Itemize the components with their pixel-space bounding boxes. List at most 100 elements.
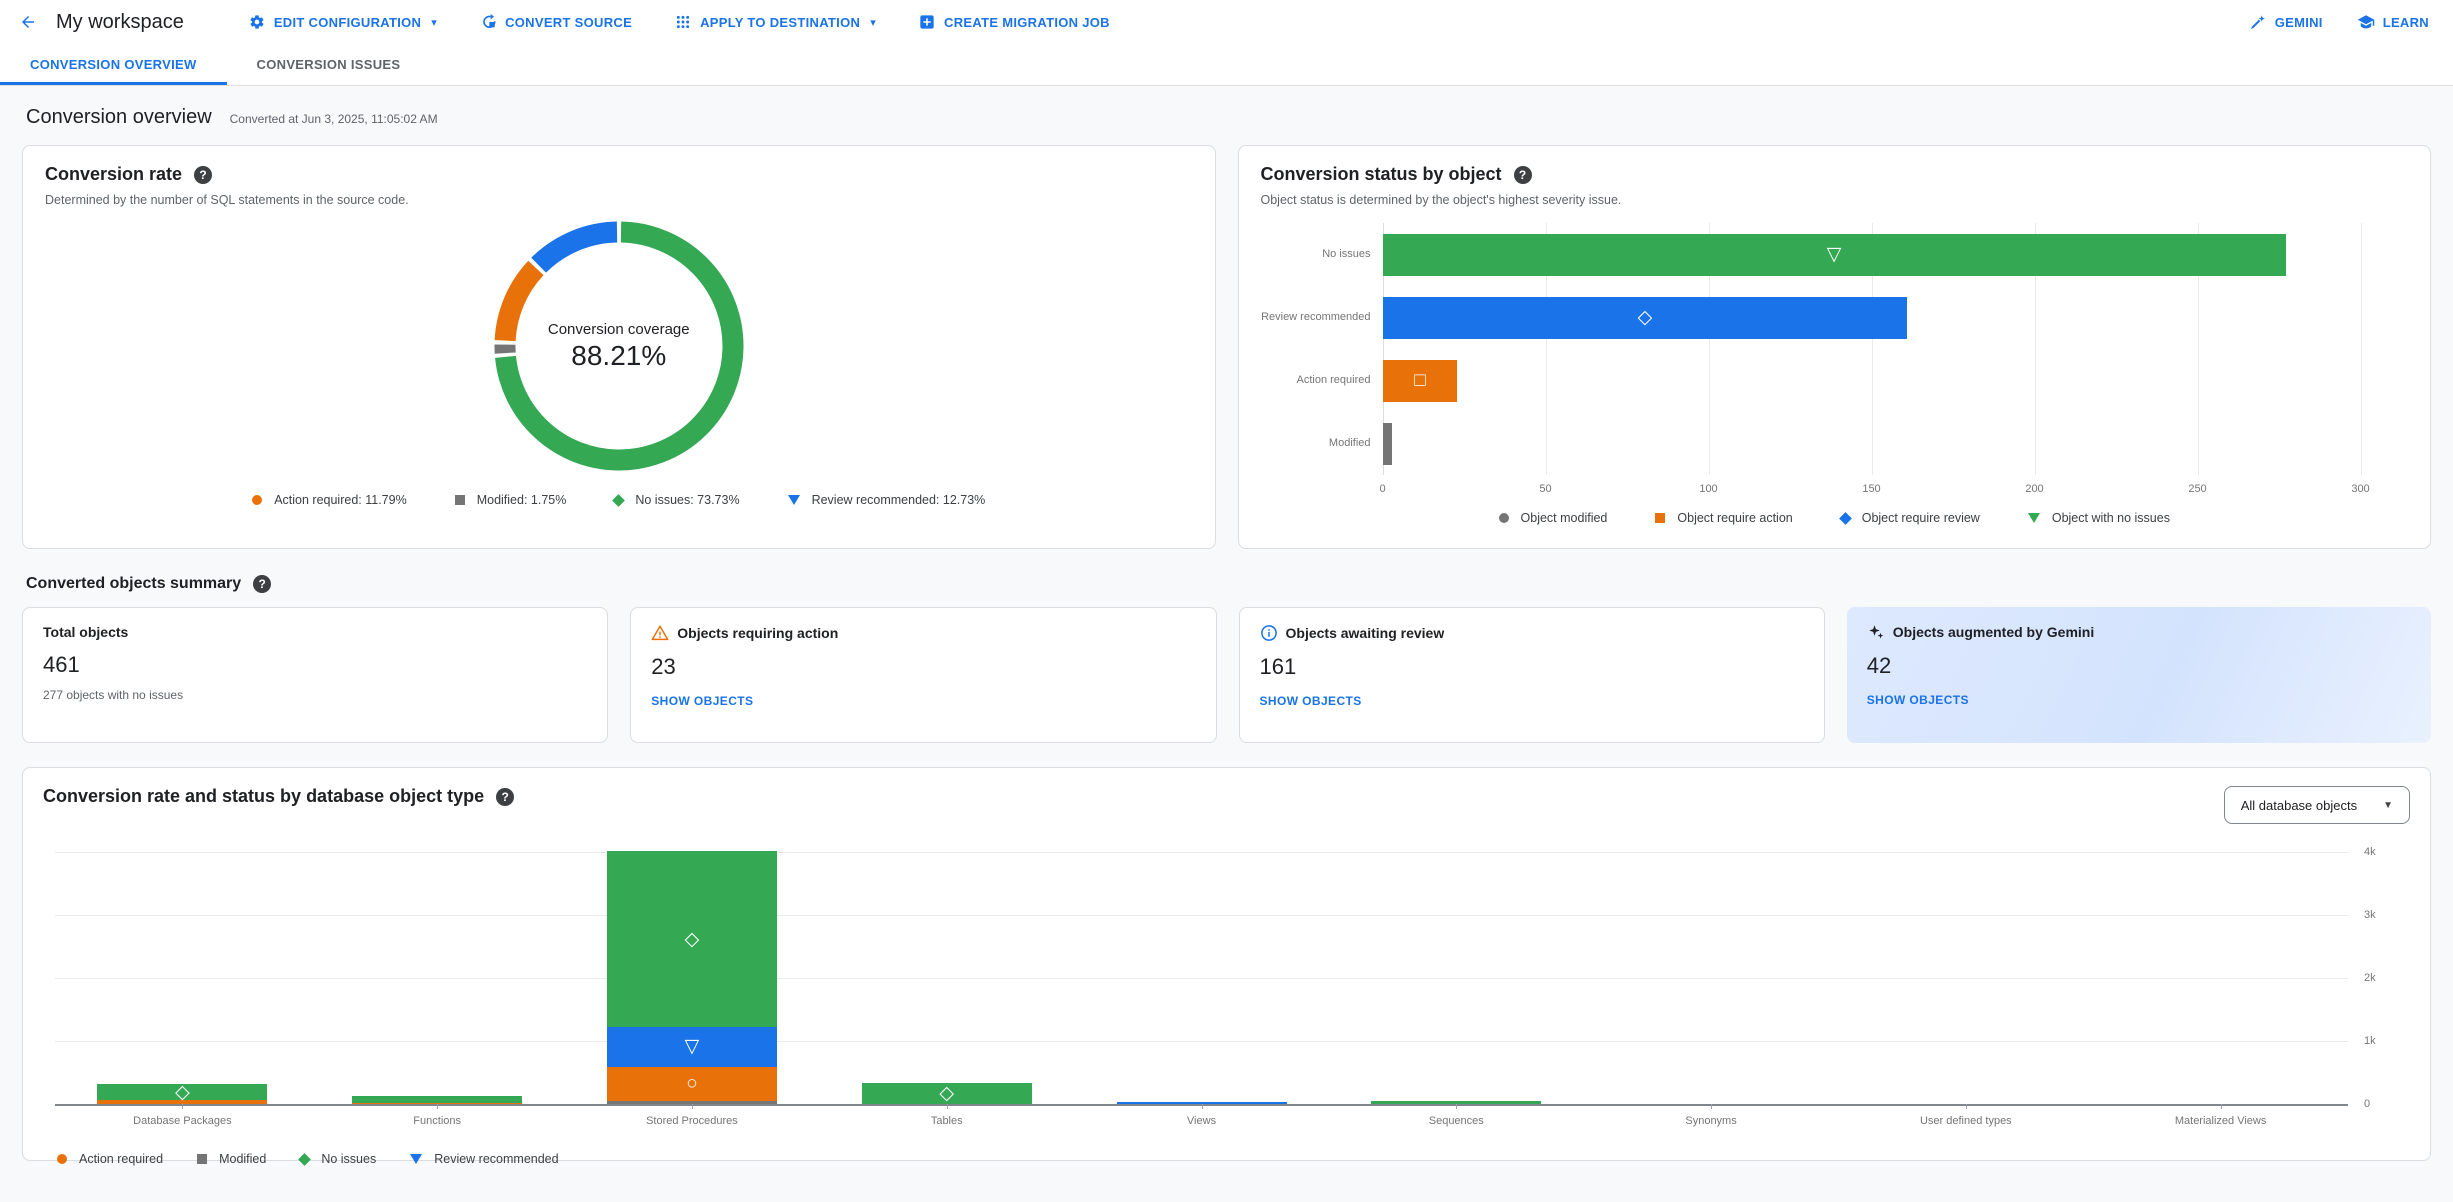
toolbar: EDIT CONFIGURATION ▾ CONVERT SOURCE APPL… — [248, 13, 1110, 31]
convert-source-label: CONVERT SOURCE — [505, 14, 633, 30]
total-objects-subtitle: 277 objects with no issues — [43, 688, 184, 702]
donut-slice-review-recommended — [494, 221, 744, 471]
triangle-down-legend-icon — [410, 1154, 423, 1164]
back-button[interactable] — [10, 4, 46, 40]
y-axis-tick-label: 4k — [2364, 846, 2376, 858]
info-icon — [1260, 624, 1278, 642]
gridline — [1708, 223, 1710, 475]
create-migration-job-label: CREATE MIGRATION JOB — [944, 14, 1110, 30]
conversion-coverage-value: 88.21% — [571, 339, 667, 371]
category-label-user-defined-types: User defined types — [1919, 1115, 2012, 1127]
objects-awaiting-review-card: Objects awaiting review 161 SHOW OBJECTS — [1238, 607, 1825, 743]
category-label-database-packages: Database Packages — [133, 1115, 232, 1127]
legend-label: Object require action — [1677, 511, 1793, 525]
diamond-legend-icon — [298, 1152, 312, 1166]
converted-at-label: Converted at Jun 3, 2025, 11:05:02 AM — [229, 112, 438, 126]
conversion-rate-title: Conversion rate — [45, 164, 183, 184]
legend-item-modified: Modified — [197, 1152, 266, 1166]
objects-augmented-by-gemini-title: Objects augmented by Gemini — [1892, 624, 2095, 640]
category-tick — [1456, 1104, 1458, 1109]
conversion-status-title: Conversion status by object — [1260, 164, 1502, 184]
workspace-title: My workspace — [56, 10, 184, 33]
help-icon[interactable]: ? — [1513, 165, 1532, 184]
help-icon[interactable]: ? — [253, 575, 272, 593]
category-tick — [946, 1104, 948, 1109]
tab-conversion-overview[interactable]: CONVERSION OVERVIEW — [0, 44, 227, 85]
conversion-rate-donut-chart: Conversion coverage 88.21% — [494, 221, 744, 471]
tab-conversion-issues[interactable]: CONVERSION ISSUES — [227, 44, 431, 85]
category-tick — [2220, 1104, 2222, 1109]
square-legend-icon — [1655, 513, 1666, 523]
caret-down-icon: ▾ — [431, 16, 438, 29]
conversion-rate-card: Conversion rate ? Determined by the numb… — [22, 145, 1216, 549]
bar-segment-views-review-recommended — [1116, 1102, 1287, 1104]
add-box-icon — [918, 13, 936, 31]
category-label-review-recommended: Review recommended — [1261, 310, 1371, 323]
database-objects-filter-dropdown[interactable]: All database objects ▼ — [2223, 786, 2410, 824]
total-objects-value: 461 — [43, 652, 80, 677]
objects-requiring-action-title: Objects requiring action — [677, 625, 839, 641]
gemini-sparkle-icon — [1867, 623, 1885, 641]
convert-source-button[interactable]: CONVERT SOURCE — [479, 13, 632, 31]
gridline — [55, 852, 2348, 853]
triangle-down-legend-icon — [787, 495, 800, 505]
top-bar: My workspace EDIT CONFIGURATION ▾ CONVER… — [0, 0, 2453, 44]
converted-objects-summary: Converted objects summary ? Total object… — [22, 575, 2431, 743]
conversion-status-bar-chart: 0 50 100 150 200 250 300 No issues ▽ Review recom… — [1261, 223, 2409, 501]
gridline — [1871, 223, 1873, 475]
stat-head: Objects requiring action — [651, 624, 1195, 642]
show-objects-link[interactable]: SHOW OBJECTS — [1866, 693, 1969, 707]
help-icon[interactable]: ? — [194, 165, 213, 184]
legend-item-action-required: Action required — [57, 1152, 163, 1166]
legend-label: Action required — [79, 1152, 164, 1166]
square-legend-icon — [197, 1154, 208, 1164]
legend-item-action-required-11-79-: Action required: 11.79% — [252, 493, 407, 507]
legend-label: Object require review — [1861, 511, 1980, 525]
y-axis-tick-label: 2k — [2364, 972, 2376, 984]
create-migration-job-button[interactable]: CREATE MIGRATION JOB — [918, 13, 1110, 31]
apply-to-destination-button[interactable]: APPLY TO DESTINATION ▾ — [674, 13, 876, 31]
tab-label: CONVERSION ISSUES — [256, 57, 401, 72]
legend-item-review-recommended-12-73-: Review recommended: 12.73% — [787, 493, 985, 507]
bar-no-issues: ▽ — [1382, 233, 2286, 276]
category-label-no-issues: No issues — [1322, 247, 1371, 260]
apply-to-destination-label: APPLY TO DESTINATION — [700, 14, 861, 30]
top-bar-right: GEMINI LEARN — [2249, 13, 2429, 31]
by-type-title: Conversion rate and status by database o… — [43, 786, 485, 806]
gemini-button[interactable]: GEMINI — [2249, 13, 2323, 31]
diamond-marker-icon: ◇ — [684, 928, 700, 950]
by-type-legend: Action required Modified No issues Review r… — [43, 1152, 2410, 1166]
x-axis-tick-label: 50 — [1539, 483, 1552, 495]
category-label-views: Views — [1186, 1115, 1217, 1127]
tab-label: CONVERSION OVERVIEW — [30, 57, 197, 72]
gridline — [2034, 223, 2036, 475]
learn-button[interactable]: LEARN — [2357, 13, 2429, 31]
category-label-stored-procedures: Stored Procedures — [646, 1115, 738, 1127]
card-head: Conversion rate ? — [45, 164, 1193, 185]
legend-label: No issues — [321, 1152, 377, 1166]
bar-segment-functions-no-issues — [352, 1095, 523, 1103]
gemini-pen-spark-icon — [2249, 13, 2267, 31]
category-tick — [437, 1104, 439, 1109]
diamond-legend-icon — [1838, 511, 1852, 525]
by-type-stacked-chart: 0 1k 2k 3k 4k Database Packages ◇ Functions Stor… — [43, 846, 2410, 1138]
total-objects-card: Total objects 461 277 objects with no is… — [22, 607, 609, 743]
circle-legend-icon — [57, 1154, 67, 1164]
legend-label: No issues: 73.73% — [635, 493, 740, 507]
show-objects-link[interactable]: SHOW OBJECTS — [651, 694, 754, 708]
legend-label: Modified — [219, 1152, 267, 1166]
objects-awaiting-review-title: Objects awaiting review — [1285, 625, 1445, 641]
edit-configuration-button[interactable]: EDIT CONFIGURATION ▾ — [248, 13, 437, 31]
show-objects-link[interactable]: SHOW OBJECTS — [1259, 694, 1362, 708]
y-axis-tick-label: 1k — [2364, 1035, 2376, 1047]
triangle-down-legend-icon — [2027, 513, 2040, 523]
gear-icon — [248, 13, 266, 31]
legend-label: Object with no issues — [2051, 511, 2170, 525]
help-icon[interactable]: ? — [496, 788, 515, 806]
bar-action-required: □ — [1382, 359, 1458, 402]
gridline — [2360, 223, 2362, 475]
category-tick — [182, 1104, 184, 1109]
bar-segment-sequences-no-issues — [1371, 1100, 1542, 1104]
convert-icon — [479, 13, 497, 31]
legend-item-review-recommended: Review recommended — [410, 1152, 559, 1166]
